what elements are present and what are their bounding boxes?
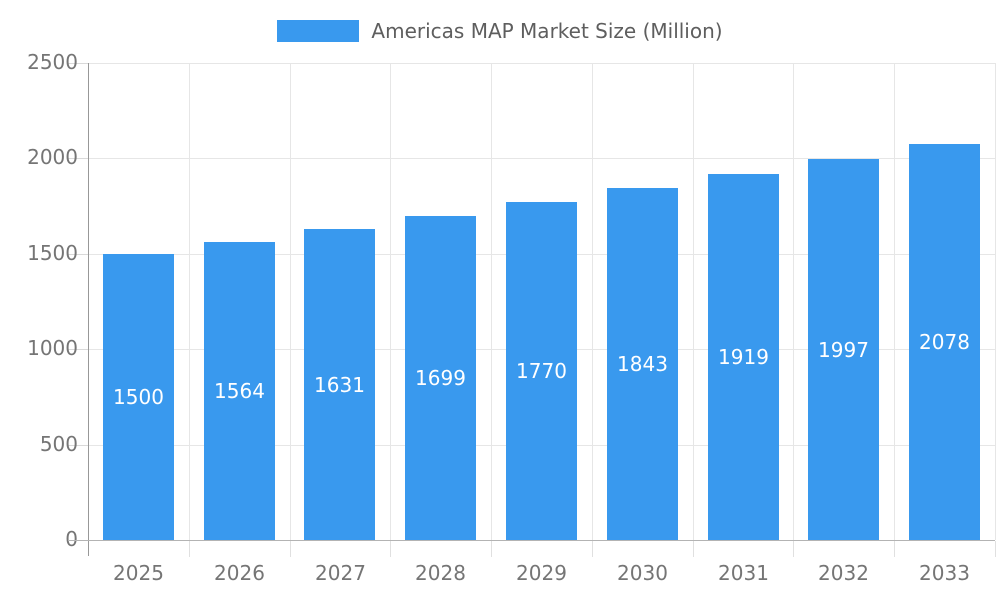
x-gridline xyxy=(390,63,391,540)
bar-2031[interactable]: 1919 xyxy=(708,174,779,540)
x-axis-tick xyxy=(592,541,593,557)
bar-2032[interactable]: 1997 xyxy=(808,159,879,540)
bar-2028[interactable]: 1699 xyxy=(405,216,476,540)
x-gridline xyxy=(793,63,794,540)
x-axis-label: 2031 xyxy=(718,561,769,585)
y-axis-line xyxy=(88,63,89,556)
bar-value-label: 1631 xyxy=(314,372,365,397)
x-axis-tick xyxy=(894,541,895,557)
x-axis-label: 2026 xyxy=(214,561,265,585)
legend-swatch xyxy=(277,20,360,42)
legend-label: Americas MAP Market Size (Million) xyxy=(371,19,723,43)
bar-2033[interactable]: 2078 xyxy=(909,144,980,540)
x-gridline xyxy=(693,63,694,540)
y-axis-label: 0 xyxy=(65,527,78,551)
bar-value-label: 1500 xyxy=(113,385,164,409)
y-axis-label: 1000 xyxy=(27,336,78,360)
bar-value-label: 1770 xyxy=(516,359,567,383)
x-axis-label: 2028 xyxy=(415,561,466,585)
x-axis-label: 2030 xyxy=(617,561,668,585)
x-axis-tick xyxy=(290,541,291,557)
bar-value-label: 1997 xyxy=(818,337,869,362)
x-gridline xyxy=(592,63,593,540)
bar-value-label: 2078 xyxy=(919,330,970,354)
y-axis-tick xyxy=(68,158,88,159)
bar-value-label: 1919 xyxy=(718,345,769,369)
y-gridline xyxy=(88,63,995,64)
x-axis-label: 2027 xyxy=(315,561,366,585)
y-axis-label: 2000 xyxy=(27,145,78,169)
x-gridline xyxy=(290,63,291,540)
y-gridline xyxy=(88,158,995,159)
x-axis-label: 2032 xyxy=(818,561,869,585)
x-axis-tick xyxy=(693,541,694,557)
bar-2029[interactable]: 1770 xyxy=(506,202,577,540)
x-axis-line xyxy=(68,540,995,541)
x-axis-label: 2033 xyxy=(919,561,970,585)
bar-value-label: 1564 xyxy=(214,379,265,403)
x-axis-tick xyxy=(390,541,391,557)
y-axis-tick xyxy=(68,63,88,64)
x-axis-tick xyxy=(189,541,190,557)
x-gridline xyxy=(894,63,895,540)
y-axis-tick xyxy=(68,349,88,350)
bar-2025[interactable]: 1500 xyxy=(103,254,174,540)
bar-value-label: 1699 xyxy=(415,366,466,390)
y-axis-tick xyxy=(68,254,88,255)
x-gridline xyxy=(995,63,996,540)
x-axis-label: 2029 xyxy=(516,561,567,585)
y-axis-tick xyxy=(68,445,88,446)
bar-value-label: 1843 xyxy=(617,352,668,376)
bar-2030[interactable]: 1843 xyxy=(607,188,678,540)
bar-2027[interactable]: 1631 xyxy=(304,229,375,540)
x-axis-tick xyxy=(491,541,492,557)
x-gridline xyxy=(491,63,492,540)
y-axis-label: 500 xyxy=(39,432,78,456)
y-axis-label: 1500 xyxy=(27,241,78,265)
x-axis-label: 2025 xyxy=(113,561,164,585)
x-gridline xyxy=(189,63,190,540)
x-axis-tick xyxy=(995,541,996,557)
bar-2026[interactable]: 1564 xyxy=(204,242,275,540)
y-axis-label: 2500 xyxy=(27,50,78,74)
legend: Americas MAP Market Size (Million) xyxy=(0,20,1000,42)
x-axis-tick xyxy=(793,541,794,557)
